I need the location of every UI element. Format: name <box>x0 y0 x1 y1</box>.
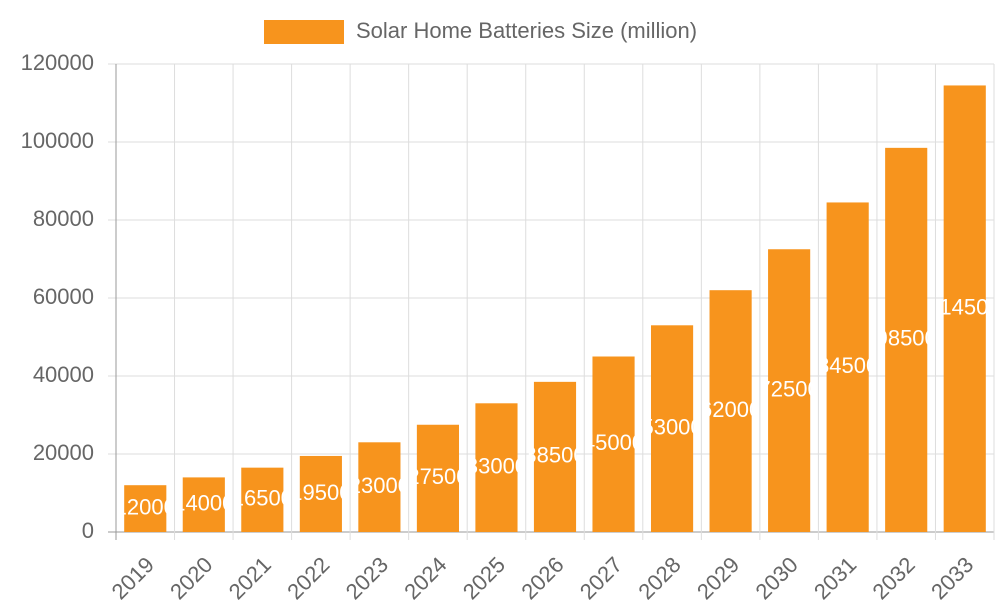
x-tick-label: 2028 <box>633 552 685 600</box>
data-label: 38500 <box>524 443 585 468</box>
bar <box>943 85 986 532</box>
y-tick-label: 120000 <box>21 50 94 75</box>
y-tick-label: 60000 <box>33 284 94 309</box>
bar <box>416 424 460 532</box>
y-tick-label: 0 <box>82 518 94 543</box>
y-tick-label: 20000 <box>33 440 94 465</box>
legend-label: Solar Home Batteries Size (million) <box>356 18 697 43</box>
bar <box>709 290 752 532</box>
data-label: 12000 <box>115 494 176 519</box>
y-tick-label: 40000 <box>33 362 94 387</box>
bar <box>124 485 167 532</box>
bar <box>768 249 811 532</box>
y-tick-label: 100000 <box>21 128 94 153</box>
bar <box>475 403 518 532</box>
x-tick-label: 2025 <box>458 552 510 600</box>
bar <box>182 477 225 532</box>
data-label: 23000 <box>349 473 410 498</box>
data-label: 16500 <box>232 486 293 511</box>
data-label: 14000 <box>173 491 234 516</box>
data-label: 27500 <box>407 464 468 489</box>
legend-swatch <box>264 20 344 44</box>
bar <box>299 455 342 532</box>
x-tick-label: 2021 <box>224 552 276 600</box>
data-label: 62000 <box>700 397 761 422</box>
data-label: 114500 <box>929 295 1000 320</box>
x-tick-label: 2026 <box>516 552 568 600</box>
bar <box>358 442 401 532</box>
x-tick-label: 2023 <box>341 552 393 600</box>
bar <box>885 147 928 532</box>
data-label: 53000 <box>641 414 702 439</box>
data-label: 33000 <box>466 453 527 478</box>
bar <box>241 467 284 532</box>
data-label: 72500 <box>759 376 820 401</box>
x-tick-label: 2020 <box>165 552 217 600</box>
y-tick-label: 80000 <box>33 206 94 231</box>
x-tick-label: 2024 <box>399 552 451 600</box>
bar <box>826 202 869 532</box>
x-tick-label: 2029 <box>692 552 744 600</box>
data-label: 84500 <box>817 353 878 378</box>
data-label: 19500 <box>290 480 351 505</box>
x-tick-label: 2027 <box>575 552 627 600</box>
bar <box>533 381 577 532</box>
x-tick-label: 2022 <box>282 552 334 600</box>
data-label: 45000 <box>583 430 644 455</box>
x-tick-label: 2032 <box>868 552 920 600</box>
x-tick-label: 2031 <box>809 552 861 600</box>
x-tick-label: 2019 <box>107 552 159 600</box>
x-tick-label: 2033 <box>926 552 978 600</box>
data-label: 98500 <box>876 326 937 351</box>
x-tick-label: 2030 <box>750 552 802 600</box>
bar <box>650 325 694 532</box>
bar <box>592 356 635 532</box>
